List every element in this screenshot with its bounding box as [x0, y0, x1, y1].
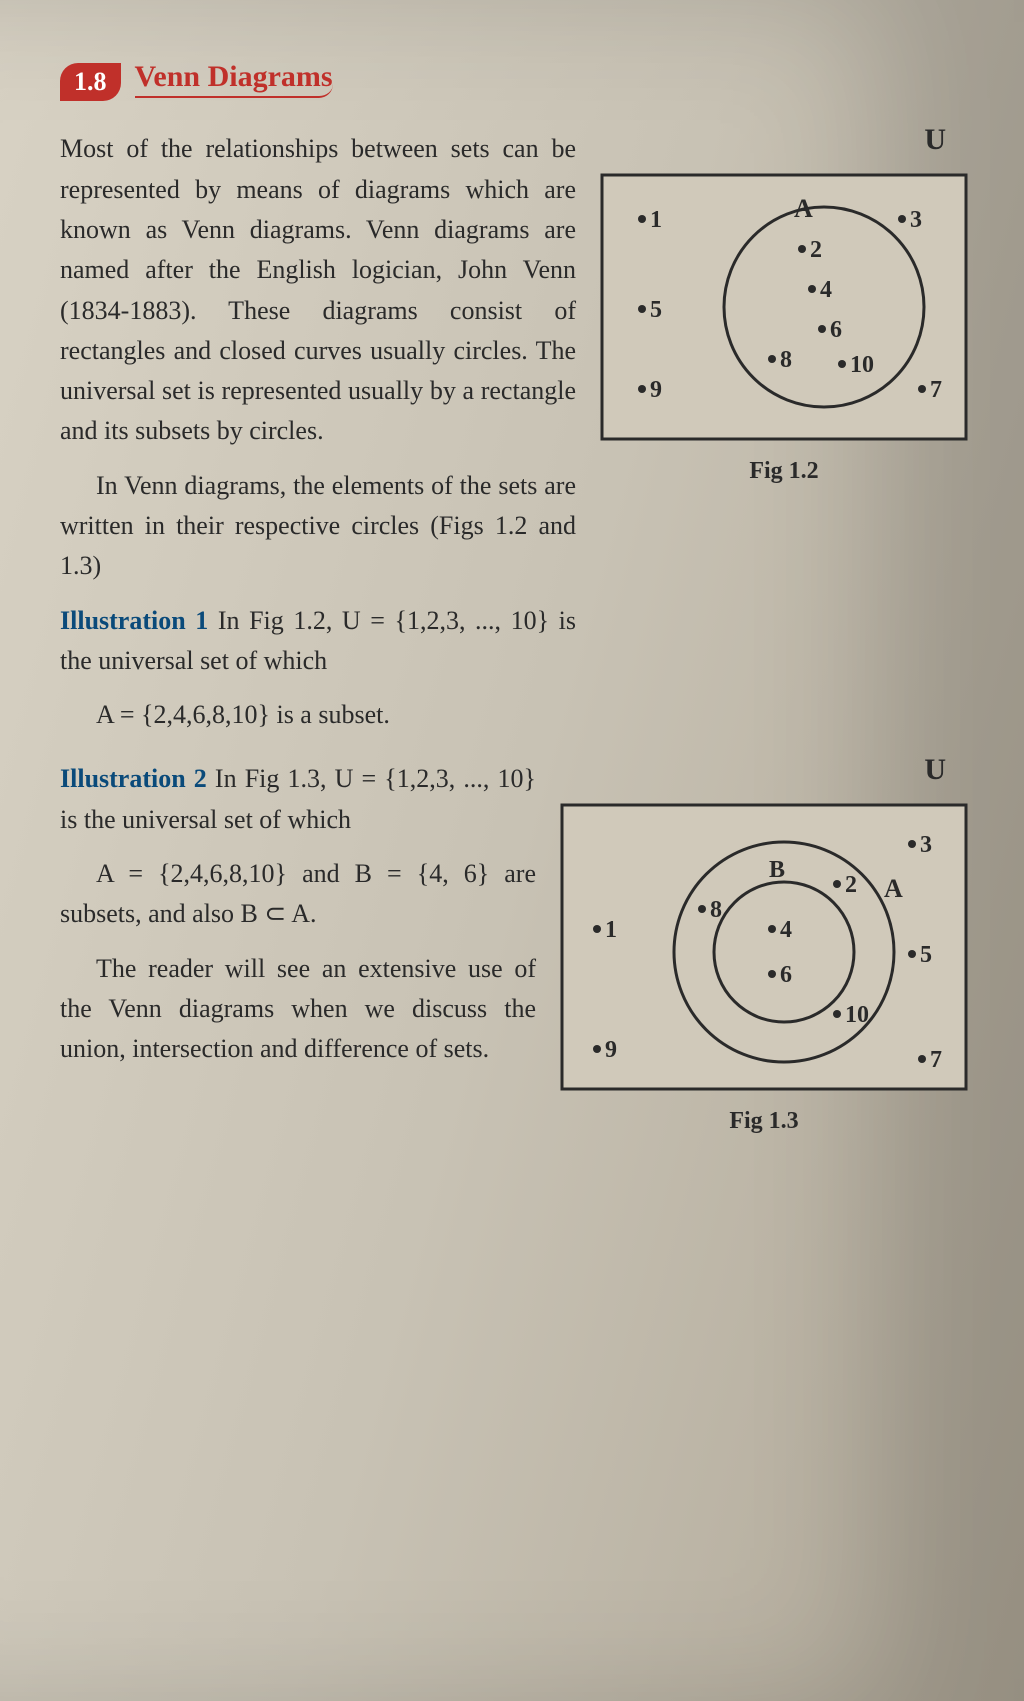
- illu1-label: Illustration 1: [60, 606, 208, 635]
- fig13-caption: Fig 1.3: [554, 1108, 974, 1135]
- svg-text:10: 10: [845, 1002, 869, 1028]
- svg-text:6: 6: [830, 317, 842, 343]
- para-venn-note: In Venn diagrams, the elements of the se…: [60, 466, 576, 587]
- svg-text:1: 1: [605, 917, 617, 943]
- illu1-text2: A = {2,4,6,8,10} is a subset.: [60, 695, 576, 735]
- svg-text:9: 9: [650, 377, 662, 403]
- fig13-svg: A B 1 3 5 7 9 2 8 10 4 6: [554, 797, 974, 1097]
- illu2-text2: A = {2,4,6,8,10} and B = {4, 6} are subs…: [60, 854, 536, 935]
- row-fig12: Most of the relationships between sets c…: [60, 123, 974, 749]
- svg-text:A: A: [884, 874, 903, 903]
- svg-text:2: 2: [845, 872, 857, 898]
- fig12-col: U A 1 3 5 7 9 2 4 6 8 10 Fig 1.2: [594, 123, 974, 749]
- svg-text:5: 5: [920, 942, 932, 968]
- svg-text:5: 5: [650, 297, 662, 323]
- fig13-U-label: U: [554, 753, 946, 787]
- svg-text:B: B: [769, 857, 785, 883]
- svg-text:7: 7: [930, 1047, 942, 1073]
- section-title: Venn Diagrams: [135, 60, 333, 98]
- svg-text:9: 9: [605, 1037, 617, 1063]
- svg-text:4: 4: [820, 277, 832, 303]
- fig12-U-label: U: [594, 123, 946, 157]
- fig12-caption: Fig 1.2: [594, 458, 974, 485]
- fig12-wrap: A 1 3 5 7 9 2 4 6 8 10 Fig 1.2: [594, 167, 974, 485]
- fig13-wrap: A B 1 3 5 7 9 2 8 10 4 6 Fig 1.3: [554, 797, 974, 1135]
- closing-para: The reader will see an extensive use of …: [60, 949, 536, 1070]
- svg-text:3: 3: [910, 207, 922, 233]
- svg-text:2: 2: [810, 237, 822, 263]
- svg-text:6: 6: [780, 962, 792, 988]
- section-number-tag: 1.8: [60, 63, 121, 101]
- svg-text:3: 3: [920, 832, 932, 858]
- illu2-label: Illustration 2: [60, 764, 207, 793]
- svg-text:7: 7: [930, 377, 942, 403]
- para-intro: Most of the relationships between sets c…: [60, 129, 576, 451]
- section-heading: 1.8 Venn Diagrams: [60, 60, 974, 101]
- svg-text:8: 8: [780, 347, 792, 373]
- svg-text:A: A: [794, 194, 813, 223]
- illu2-para: Illustration 2 In Fig 1.3, U = {1,2,3, .…: [60, 759, 536, 840]
- fig13-col: U A B 1 3 5 7 9 2 8 10 4 6 Fig 1.3: [554, 753, 974, 1135]
- text-col-1: Most of the relationships between sets c…: [60, 123, 576, 749]
- illu1-para: Illustration 1 In Fig 1.2, U = {1,2,3, .…: [60, 601, 576, 682]
- svg-text:10: 10: [850, 352, 874, 378]
- fig12-svg: A 1 3 5 7 9 2 4 6 8 10: [594, 167, 974, 447]
- text-col-2: Illustration 2 In Fig 1.3, U = {1,2,3, .…: [60, 753, 536, 1135]
- svg-text:4: 4: [780, 917, 792, 943]
- svg-text:1: 1: [650, 207, 662, 233]
- page-container: 1.8 Venn Diagrams Most of the relationsh…: [0, 0, 1024, 1701]
- row-fig13: Illustration 2 In Fig 1.3, U = {1,2,3, .…: [60, 753, 974, 1135]
- svg-text:8: 8: [710, 897, 722, 923]
